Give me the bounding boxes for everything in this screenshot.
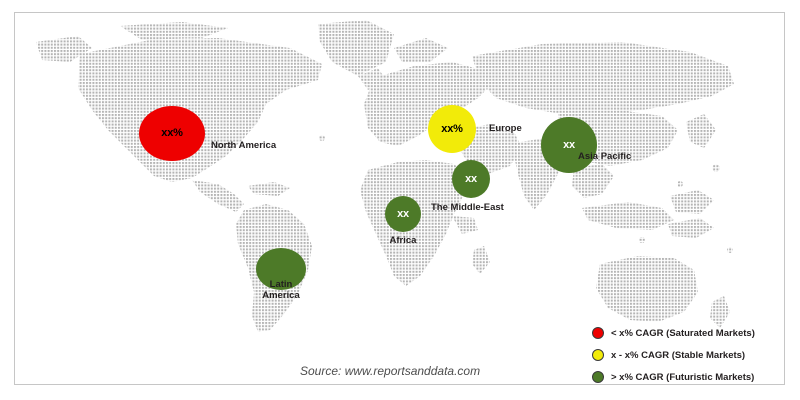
legend-dot-futuristic-icon <box>592 371 604 383</box>
bubble-europe[interactable]: xx% <box>428 105 476 153</box>
bubble-value-africa: xx <box>397 207 409 220</box>
legend: < x% CAGR (Saturated Markets) x - x% CAG… <box>592 322 755 388</box>
region-label-middle-east: The Middle-East <box>431 202 504 213</box>
legend-dot-stable-icon <box>592 349 604 361</box>
legend-item-futuristic[interactable]: > x% CAGR (Futuristic Markets) <box>592 366 755 388</box>
region-label-asia-pacific: Asia Pacific <box>578 151 632 162</box>
bubble-value-north-america: xx% <box>161 127 183 139</box>
bubble-north-america[interactable]: xx% <box>139 106 205 161</box>
legend-dot-saturated-icon <box>592 327 604 339</box>
bubble-value-asia-pacific: xx <box>563 138 575 151</box>
source-attribution: Source: www.reportsanddata.com <box>300 364 481 378</box>
region-label-africa: Africa <box>389 235 417 246</box>
bubble-asia-pacific[interactable]: xx <box>541 117 597 173</box>
world-map-dots <box>22 18 752 336</box>
region-label-europe: Europe <box>489 123 522 134</box>
legend-label-saturated: < x% CAGR (Saturated Markets) <box>611 327 755 339</box>
bubble-middle-east[interactable]: xx <box>452 160 490 198</box>
bubble-africa[interactable]: xx <box>385 196 421 232</box>
bubble-value-europe: xx% <box>441 122 463 135</box>
legend-item-stable[interactable]: x - x% CAGR (Stable Markets) <box>592 344 752 366</box>
legend-label-stable: x - x% CAGR (Stable Markets) <box>611 349 746 361</box>
world-map <box>22 18 752 336</box>
region-label-latin-america: Latin America <box>262 279 300 301</box>
bubble-value-middle-east: xx <box>465 172 477 185</box>
region-label-north-america: North America <box>211 140 277 151</box>
legend-item-saturated[interactable]: < x% CAGR (Saturated Markets) <box>592 322 755 344</box>
bubble-latin-america[interactable] <box>256 248 306 290</box>
legend-label-futuristic: > x% CAGR (Futuristic Markets) <box>611 371 755 383</box>
